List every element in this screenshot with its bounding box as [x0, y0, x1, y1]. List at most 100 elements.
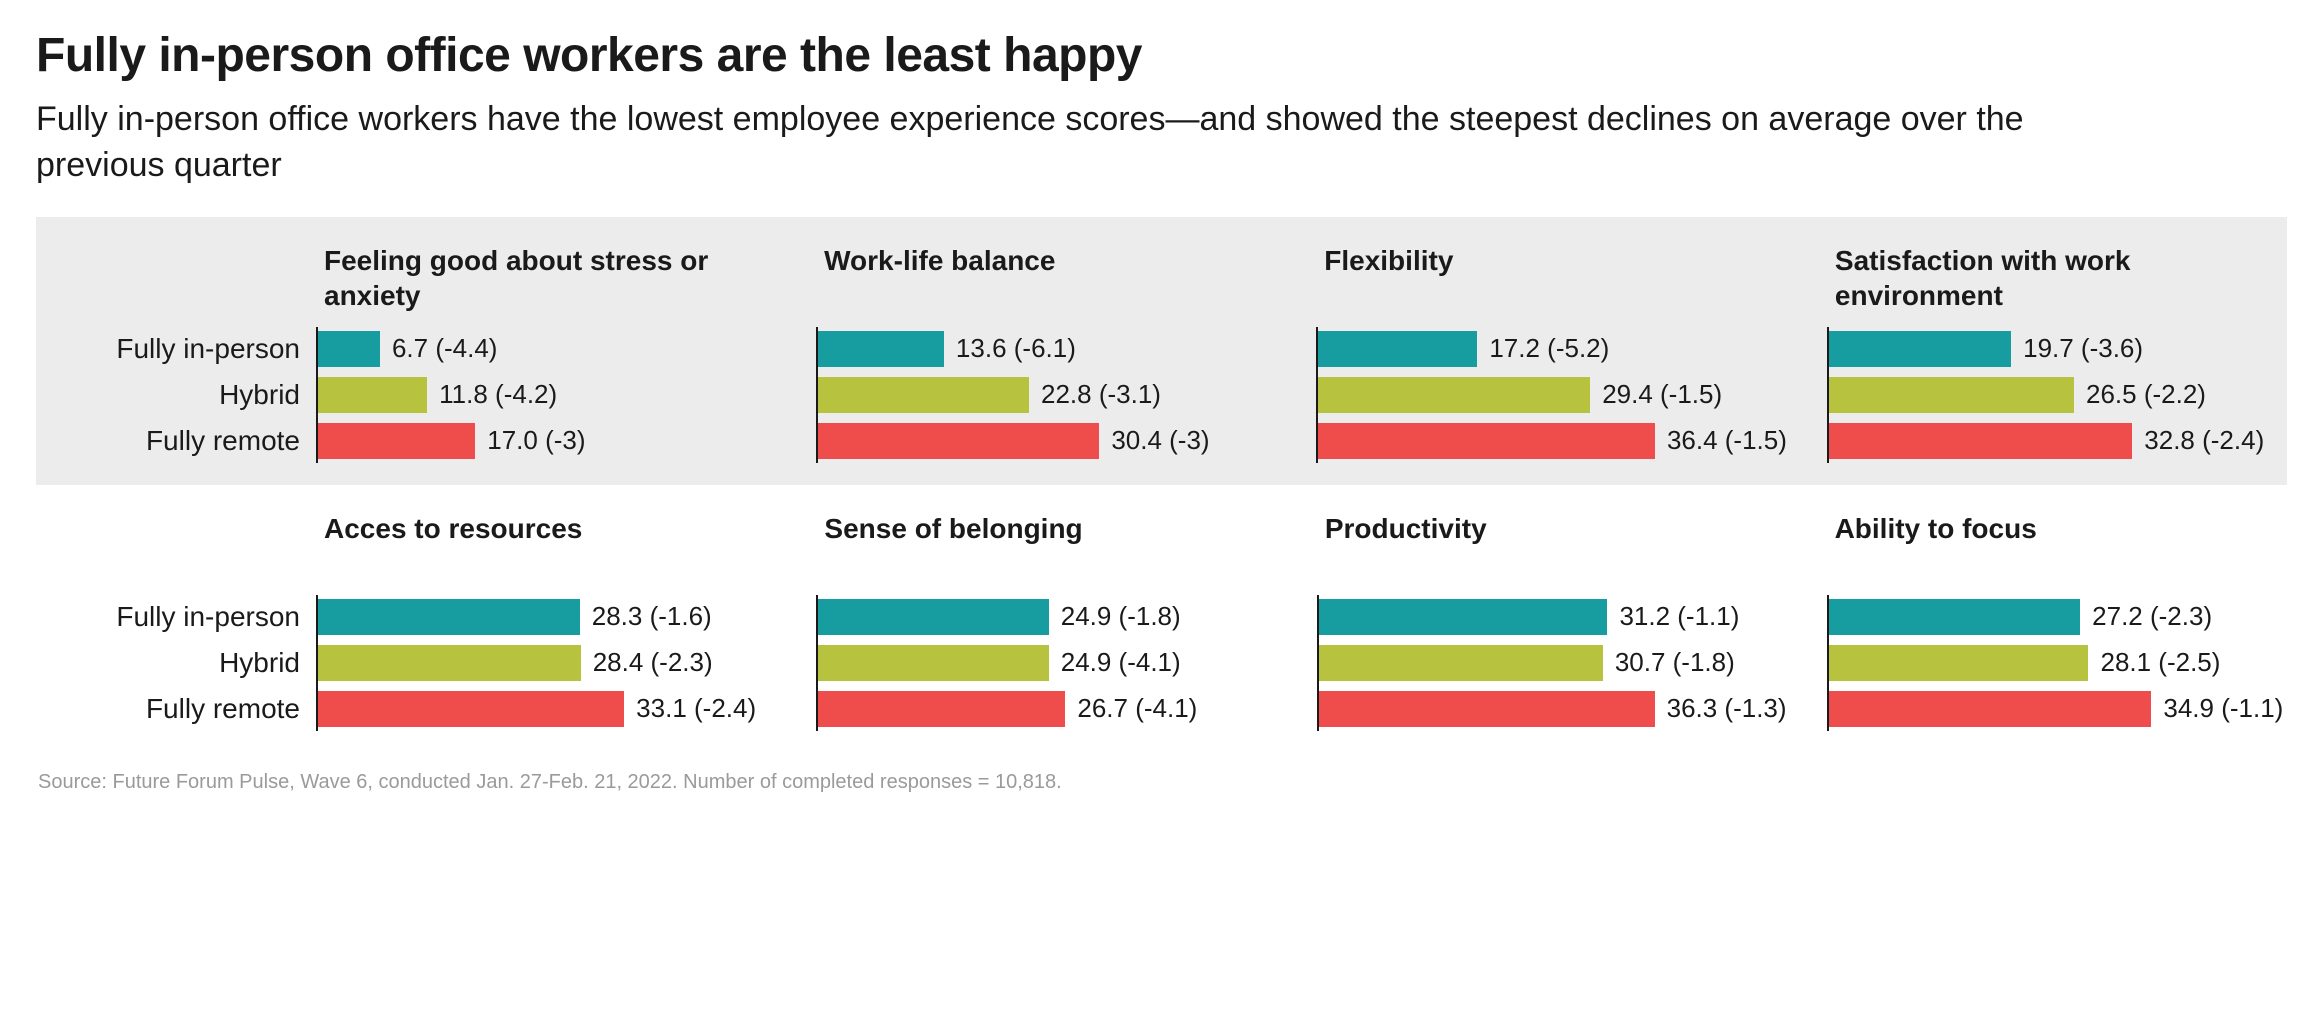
bar-wrap: 11.8 (-4.2)	[318, 375, 776, 415]
panel-title: Satisfaction with work environment	[1827, 243, 2287, 317]
bar-value-label: 11.8 (-4.2)	[427, 379, 557, 410]
bar	[1829, 377, 2074, 413]
bar	[318, 691, 624, 727]
bar-value-label: 19.7 (-3.6)	[2011, 333, 2143, 364]
bar-value-label: 27.2 (-2.3)	[2080, 601, 2212, 632]
bar-wrap: 30.4 (-3)	[818, 421, 1276, 461]
bar-wrap: 28.1 (-2.5)	[1829, 643, 2287, 683]
bar-wrap: 27.2 (-2.3)	[1829, 597, 2287, 637]
panel: Work-life balance13.6 (-6.1)22.8 (-3.1)3…	[816, 243, 1276, 463]
bar-wrap: 30.7 (-1.8)	[1319, 643, 1787, 683]
bar-group: 31.2 (-1.1) 30.7 (-1.8) 36.3 (-1.3)	[1317, 595, 1787, 731]
bar-value-label: 24.9 (-1.8)	[1049, 601, 1181, 632]
bar-wrap: 19.7 (-3.6)	[1829, 329, 2287, 369]
panels: Feeling good about stress or anxiety 6.7 …	[316, 243, 2287, 463]
bar-wrap: 28.3 (-1.6)	[318, 597, 776, 637]
bar	[1318, 377, 1590, 413]
bar-wrap: 26.7 (-4.1)	[818, 689, 1276, 729]
chart-title: Fully in-person office workers are the l…	[36, 28, 2287, 83]
bar	[818, 423, 1099, 459]
bar-value-label: 33.1 (-2.4)	[624, 693, 756, 724]
bar-value-label: 6.7 (-4.4)	[380, 333, 498, 364]
bar	[318, 377, 427, 413]
bar-group: 28.3 (-1.6) 28.4 (-2.3) 33.1 (-2.4)	[316, 595, 776, 731]
bar-wrap: 17.2 (-5.2)	[1318, 329, 1787, 369]
bar-value-label: 17.0 (-3)	[475, 425, 585, 456]
bar	[818, 377, 1029, 413]
bar-group: 27.2 (-2.3) 28.1 (-2.5) 34.9 (-1.1)	[1827, 595, 2287, 731]
bar-wrap: 34.9 (-1.1)	[1829, 689, 2287, 729]
panel: Ability to focus 27.2 (-2.3) 28.1 (-2.5) 34…	[1827, 511, 2287, 731]
panel: Feeling good about stress or anxiety 6.7 …	[316, 243, 776, 463]
panel-title: Acces to resources	[316, 511, 776, 585]
bar-wrap: 36.3 (-1.3)	[1319, 689, 1787, 729]
bar	[1829, 331, 2011, 367]
bar	[1319, 691, 1655, 727]
bar-wrap: 33.1 (-2.4)	[318, 689, 776, 729]
bar	[1829, 599, 2081, 635]
panel: Productivity 31.2 (-1.1) 30.7 (-1.8) 36.3 (…	[1317, 511, 1787, 731]
bar	[818, 645, 1048, 681]
chart-source: Source: Future Forum Pulse, Wave 6, cond…	[36, 771, 2287, 794]
bar	[1829, 691, 2152, 727]
bar-value-label: 26.7 (-4.1)	[1065, 693, 1197, 724]
bar-wrap: 13.6 (-6.1)	[818, 329, 1276, 369]
bar	[318, 599, 580, 635]
bar-group: 6.7 (-4.4) 11.8 (-4.2) 17.0 (-3)	[316, 327, 776, 463]
bar	[318, 331, 380, 367]
category-labels: Fully in-personHybridFully remote	[36, 243, 316, 463]
bar-value-label: 30.4 (-3)	[1099, 425, 1209, 456]
chart-row-0: Fully in-personHybridFully remoteFeeling…	[36, 217, 2287, 485]
chart-container: Fully in-person Hybrid Fully remote Feeling…	[36, 217, 2287, 753]
bar	[1829, 423, 2132, 459]
bar-value-label: 24.9 (-4.1)	[1049, 647, 1181, 678]
category-label: Fully remote	[36, 689, 316, 729]
category-label: Hybrid	[36, 375, 316, 415]
panel-title: Feeling good about stress or anxiety	[316, 243, 776, 317]
bar-wrap: 28.4 (-2.3)	[318, 643, 776, 683]
bar-value-label: 36.3 (-1.3)	[1655, 693, 1787, 724]
bar-group: 24.9 (-1.8) 24.9 (-4.1) 26.7 (-4.1)	[816, 595, 1276, 731]
bar-value-label: 22.8 (-3.1)	[1029, 379, 1161, 410]
bar-value-label: 29.4 (-1.5)	[1590, 379, 1722, 410]
chart-subtitle: Fully in-person office workers have the …	[36, 97, 2136, 189]
panel-title: Flexibility	[1316, 243, 1787, 317]
bar	[818, 691, 1065, 727]
bar-wrap: 22.8 (-3.1)	[818, 375, 1276, 415]
category-label: Hybrid	[36, 643, 316, 683]
panel: Acces to resources 28.3 (-1.6) 28.4 (-2.3)…	[316, 511, 776, 731]
bar-group: 17.2 (-5.2) 29.4 (-1.5) 36.4 (-1.5)	[1316, 327, 1787, 463]
category-label: Fully in-person	[36, 597, 316, 637]
bar-value-label: 28.3 (-1.6)	[580, 601, 712, 632]
bar-value-label: 31.2 (-1.1)	[1607, 601, 1739, 632]
bar	[1318, 331, 1477, 367]
category-label: Fully in-person	[36, 329, 316, 369]
bar-value-label: 36.4 (-1.5)	[1655, 425, 1787, 456]
bar	[818, 331, 944, 367]
bar-value-label: 30.7 (-1.8)	[1603, 647, 1735, 678]
bar-value-label: 28.4 (-2.3)	[581, 647, 713, 678]
bar-value-label: 32.8 (-2.4)	[2132, 425, 2264, 456]
bar-wrap: 24.9 (-1.8)	[818, 597, 1276, 637]
panel-title: Productivity	[1317, 511, 1787, 585]
bar-group: 19.7 (-3.6) 26.5 (-2.2) 32.8 (-2.4)	[1827, 327, 2287, 463]
bar	[1829, 645, 2089, 681]
bar-wrap: 24.9 (-4.1)	[818, 643, 1276, 683]
chart-row-1: Fully in-personHybridFully remoteAcces t…	[36, 485, 2287, 753]
bar-wrap: 6.7 (-4.4)	[318, 329, 776, 369]
bar	[1318, 423, 1655, 459]
category-labels: Fully in-person Hybrid Fully remote	[36, 511, 316, 731]
bar-wrap: 36.4 (-1.5)	[1318, 421, 1787, 461]
bar	[318, 645, 581, 681]
panel-title: Sense of belonging	[816, 511, 1276, 585]
panel-title: Ability to focus	[1827, 511, 2287, 585]
bar-wrap: 29.4 (-1.5)	[1318, 375, 1787, 415]
bar-wrap: 26.5 (-2.2)	[1829, 375, 2287, 415]
bar	[818, 599, 1048, 635]
panels: Acces to resources 28.3 (-1.6) 28.4 (-2.3)…	[316, 511, 2287, 731]
bar-wrap: 17.0 (-3)	[318, 421, 776, 461]
bar-wrap: 32.8 (-2.4)	[1829, 421, 2287, 461]
bar-value-label: 26.5 (-2.2)	[2074, 379, 2206, 410]
panel: Flexibility 17.2 (-5.2) 29.4 (-1.5) 36.4 (-…	[1316, 243, 1787, 463]
bar-wrap: 31.2 (-1.1)	[1319, 597, 1787, 637]
